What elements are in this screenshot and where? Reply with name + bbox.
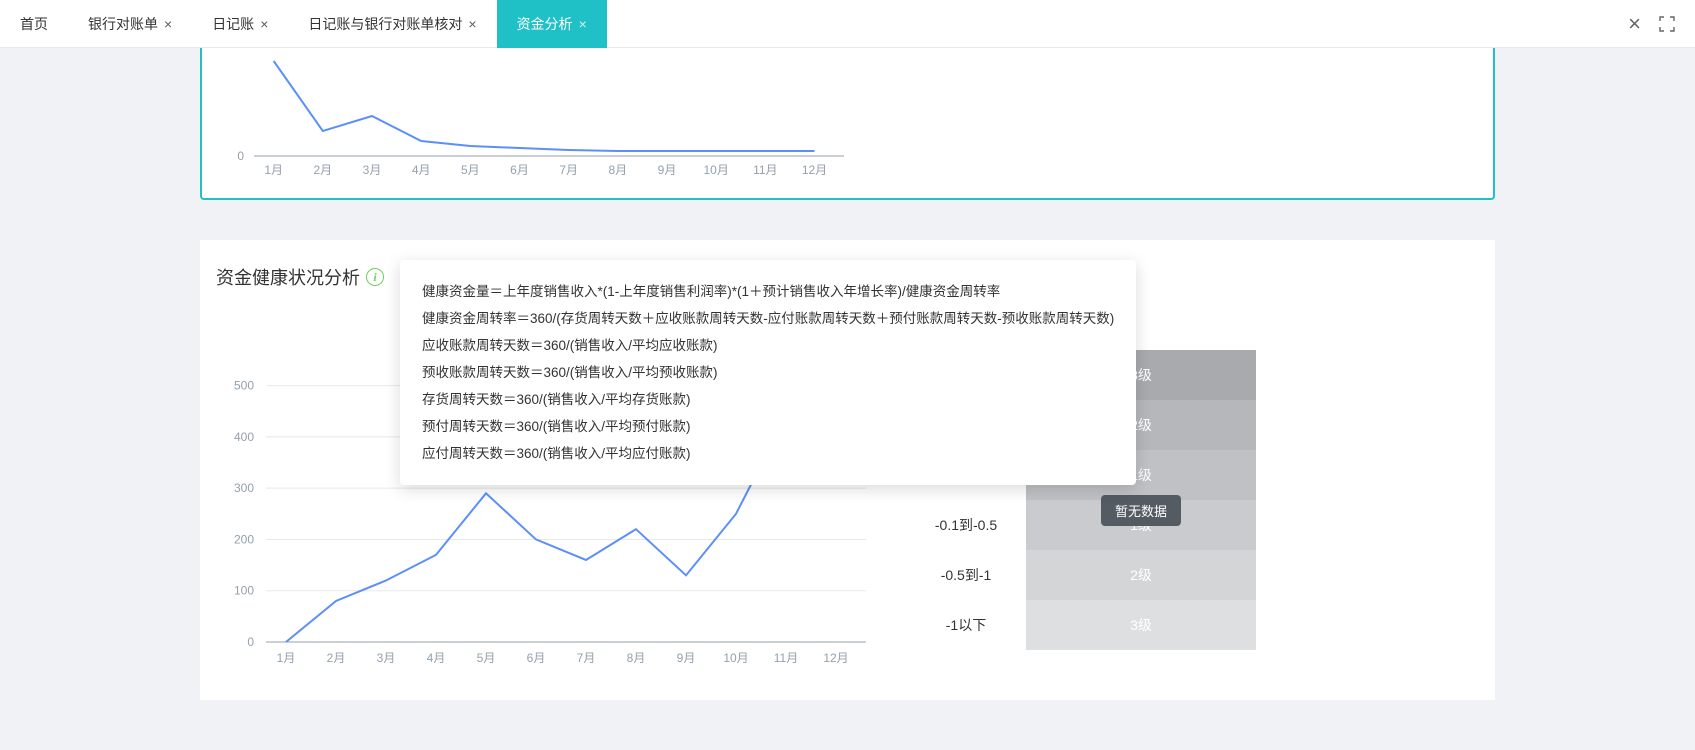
formula-tooltip: 健康资金量＝上年度销售收入*(1-上年度销售利润率)*(1＋预计销售收入年增长率… xyxy=(400,260,1136,485)
svg-text:4月: 4月 xyxy=(427,651,446,665)
svg-text:300: 300 xyxy=(234,481,254,495)
close-icon[interactable]: × xyxy=(260,17,268,31)
formula-line: 应收账款周转天数＝360/(销售收入/平均应收账款) xyxy=(422,332,1114,359)
svg-text:6月: 6月 xyxy=(527,651,546,665)
grade-level-value: 3级 xyxy=(1026,600,1256,650)
formula-line: 预付周转天数＝360/(销售收入/平均预付账款) xyxy=(422,413,1114,440)
svg-text:200: 200 xyxy=(234,532,254,546)
tab-label: 银行对账单 xyxy=(88,14,158,34)
tab-label: 日记账 xyxy=(212,14,254,34)
formula-line: 预收账款周转天数＝360/(销售收入/平均预收账款) xyxy=(422,359,1114,386)
formula-line: 存货周转天数＝360/(销售收入/平均存货账款) xyxy=(422,386,1114,413)
svg-text:400: 400 xyxy=(234,430,254,444)
svg-text:500: 500 xyxy=(234,379,254,393)
svg-text:7月: 7月 xyxy=(577,651,596,665)
no-data-badge: 暂无数据 xyxy=(1101,495,1181,526)
close-icon[interactable]: × xyxy=(468,17,476,31)
svg-text:3月: 3月 xyxy=(363,163,382,177)
tab-reconcile[interactable]: 日记账与银行对账单核对 × xyxy=(288,0,496,48)
svg-text:7月: 7月 xyxy=(559,163,578,177)
svg-text:8月: 8月 xyxy=(627,651,646,665)
top-line-chart: 0 1月 2月 3月 4月 5月 6月 7月 8月 9月 10月 11月 12月 xyxy=(214,58,854,178)
svg-text:0: 0 xyxy=(247,635,254,649)
svg-text:10月: 10月 xyxy=(703,163,728,177)
svg-text:9月: 9月 xyxy=(658,163,677,177)
svg-text:8月: 8月 xyxy=(608,163,627,177)
svg-text:12月: 12月 xyxy=(823,651,848,665)
fullscreen-icon[interactable] xyxy=(1659,16,1675,32)
svg-text:4月: 4月 xyxy=(412,163,431,177)
tab-home[interactable]: 首页 xyxy=(0,0,68,48)
tab-fund-analysis[interactable]: 资金分析 × xyxy=(497,0,607,48)
formula-line: 应付周转天数＝360/(销售收入/平均应付账款) xyxy=(422,440,1114,467)
health-analysis-panel: 资金健康状况分析 i 健康资金量＝上年度销售收入*(1-上年度销售利润率)*(1… xyxy=(200,240,1495,700)
grade-range-label: -1以下 xyxy=(906,600,1026,650)
grade-level-value: 2级 xyxy=(1026,550,1256,600)
svg-text:11月: 11月 xyxy=(753,163,777,177)
tab-home-label: 首页 xyxy=(20,14,48,34)
grade-row: -1以下3级 xyxy=(906,600,1256,650)
tab-bank-statement[interactable]: 银行对账单 × xyxy=(68,0,192,48)
svg-text:2月: 2月 xyxy=(327,651,346,665)
svg-text:1月: 1月 xyxy=(264,163,283,177)
grade-range-label: -0.5到-1 xyxy=(906,550,1026,600)
svg-text:12月: 12月 xyxy=(802,163,827,177)
svg-text:0: 0 xyxy=(237,149,244,163)
section-title-text: 资金健康状况分析 xyxy=(216,264,360,290)
close-icon[interactable]: × xyxy=(579,17,587,31)
svg-text:10月: 10月 xyxy=(723,651,748,665)
tabs-right: × xyxy=(1628,11,1695,37)
grade-row: -0.5到-12级 xyxy=(906,550,1256,600)
svg-text:3月: 3月 xyxy=(377,651,396,665)
info-icon[interactable]: i xyxy=(366,268,384,286)
svg-text:100: 100 xyxy=(234,584,254,598)
formula-line: 健康资金量＝上年度销售收入*(1-上年度销售利润率)*(1＋预计销售收入年增长率… xyxy=(422,278,1114,305)
svg-text:5月: 5月 xyxy=(477,651,496,665)
svg-text:5月: 5月 xyxy=(461,163,480,177)
tab-label: 日记账与银行对账单核对 xyxy=(308,14,462,34)
svg-text:1月: 1月 xyxy=(277,651,296,665)
svg-text:6月: 6月 xyxy=(510,163,529,177)
content: 0 1月 2月 3月 4月 5月 6月 7月 8月 9月 10月 11月 12月 资金健康状况分析 i … xyxy=(0,48,1695,740)
svg-text:9月: 9月 xyxy=(677,651,696,665)
tabs-bar: 首页 银行对账单 × 日记账 × 日记账与银行对账单核对 × 资金分析 × × xyxy=(0,0,1695,48)
tab-journal[interactable]: 日记账 × xyxy=(192,0,288,48)
grade-row: -0.1到-0.51级 xyxy=(906,500,1256,550)
formula-line: 健康资金周转率＝360/(存货周转天数＋应收账款周转天数-应付账款周转天数＋预付… xyxy=(422,305,1114,332)
grade-range-label: -0.1到-0.5 xyxy=(906,500,1026,550)
svg-text:2月: 2月 xyxy=(313,163,332,177)
top-chart-panel: 0 1月 2月 3月 4月 5月 6月 7月 8月 9月 10月 11月 12月 xyxy=(200,48,1495,200)
svg-text:11月: 11月 xyxy=(774,651,798,665)
tab-label: 资金分析 xyxy=(517,14,573,34)
close-icon[interactable]: × xyxy=(164,17,172,31)
close-all-icon[interactable]: × xyxy=(1628,11,1641,37)
